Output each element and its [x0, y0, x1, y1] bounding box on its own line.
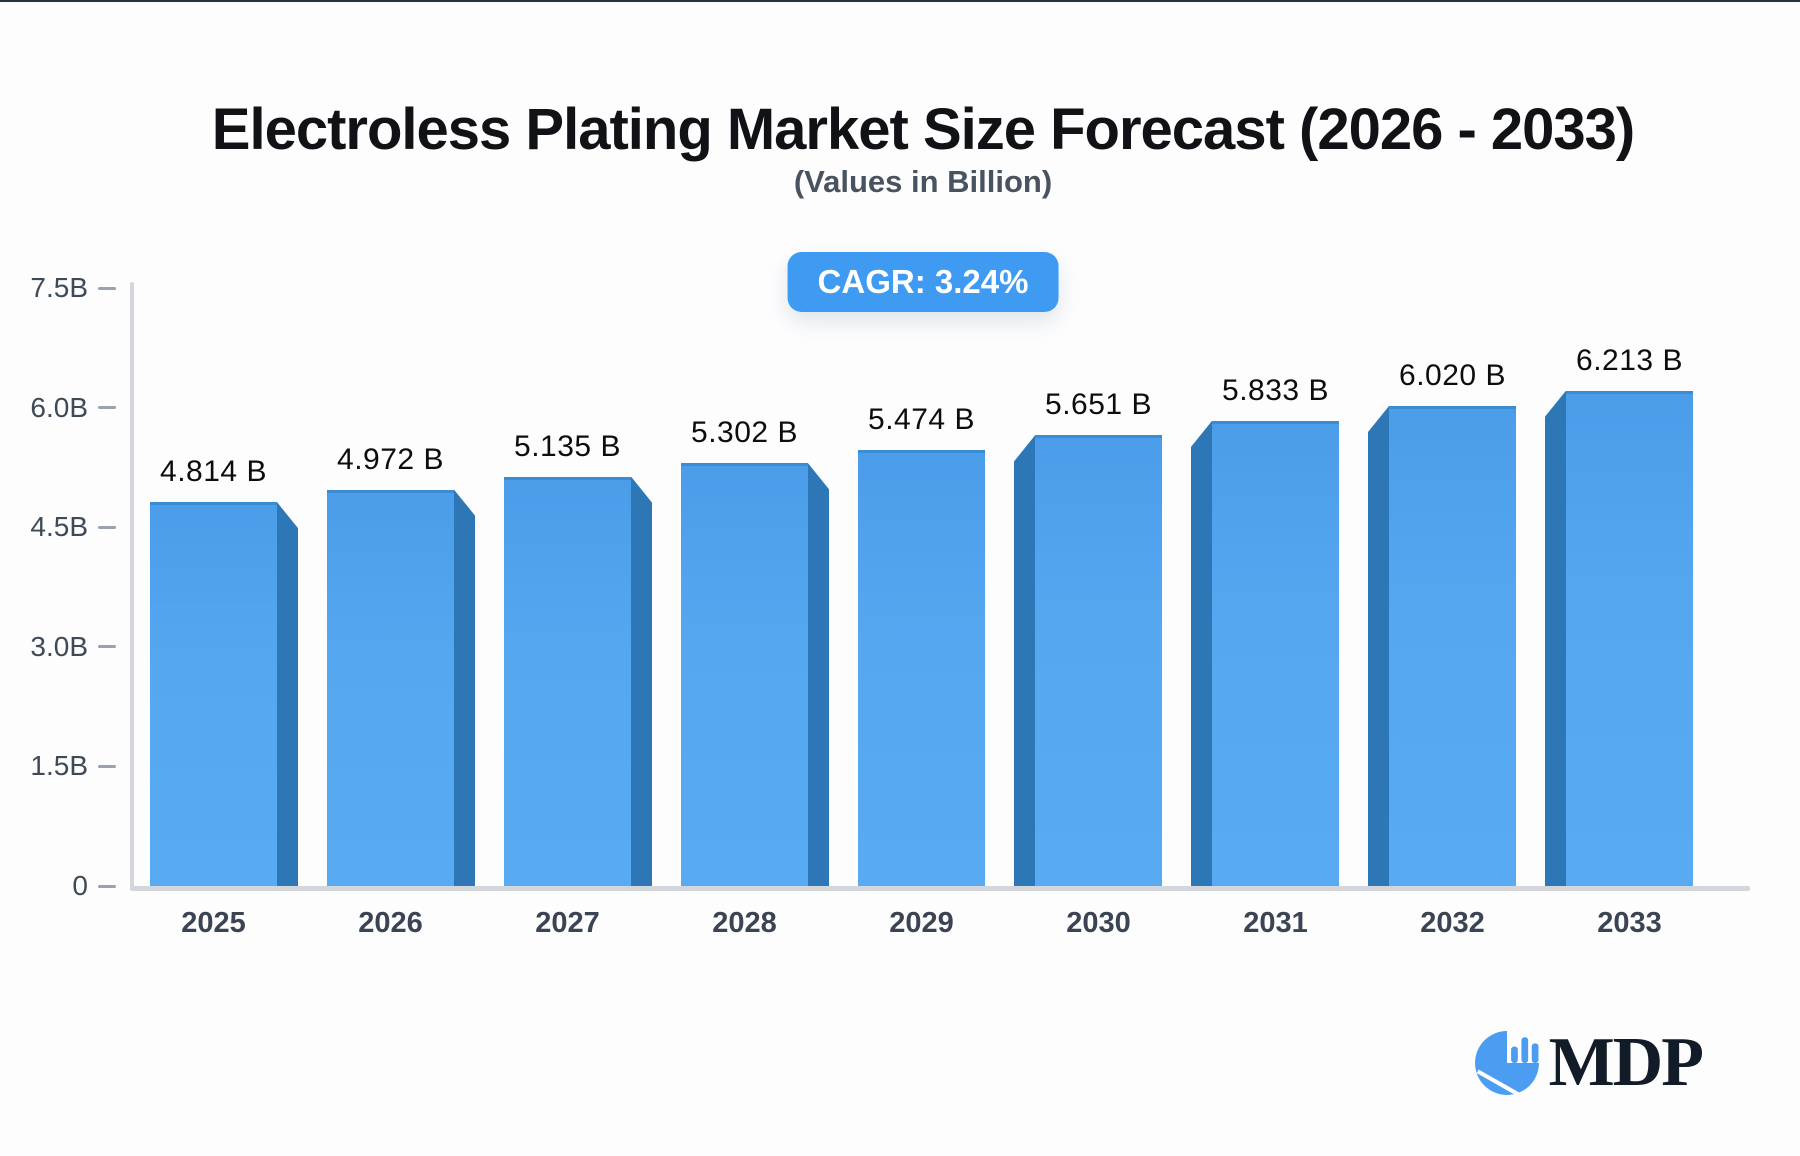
bar-side-face	[277, 502, 298, 886]
bar-side-face	[454, 489, 475, 886]
pie-bar-chart-icon	[1474, 1030, 1540, 1096]
bar-value-label: 5.833 B	[1222, 373, 1329, 407]
y-axis-tick-label: 0	[72, 870, 88, 901]
chart-title: Electroless Plating Market Size Forecast…	[211, 97, 1635, 162]
bar-side-face	[1368, 406, 1389, 886]
bar	[504, 476, 631, 886]
mdp-logo-text: MDP	[1548, 1024, 1704, 1101]
chart-subtitle: (Values in Billion)	[793, 164, 1053, 199]
mdp-logo: MDP	[1474, 1024, 1704, 1101]
bar-value-label: 5.302 B	[691, 416, 798, 450]
y-axis-tick	[98, 286, 116, 290]
x-axis-line	[130, 886, 1750, 891]
y-axis-tick-label: 1.5B	[30, 750, 88, 782]
bar-side-face	[1014, 435, 1035, 886]
bar-value-label: 6.020 B	[1399, 359, 1506, 392]
x-axis-category-label: 2028	[712, 907, 777, 939]
x-axis-category-label: 2029	[889, 907, 954, 939]
bar-value-label: 5.135 B	[514, 429, 621, 463]
bar	[1389, 406, 1516, 886]
bar	[1035, 435, 1162, 886]
bar-value-label: 6.213 B	[1576, 343, 1683, 377]
x-axis-category-label: 2027	[535, 907, 600, 939]
x-axis-category-label: 2033	[1597, 907, 1662, 939]
bar	[858, 449, 985, 886]
y-axis-tick	[98, 406, 116, 410]
bar-side-face	[1191, 420, 1212, 886]
bar	[1212, 420, 1339, 886]
y-axis-tick	[98, 764, 116, 768]
bar	[681, 463, 808, 886]
x-axis-category-label: 2032	[1420, 907, 1485, 939]
bar-value-label: 5.651 B	[1045, 388, 1152, 422]
x-axis-category-label: 2031	[1243, 907, 1308, 939]
bar	[1566, 390, 1693, 886]
y-axis-tick-label: 6.0B	[30, 391, 88, 423]
y-axis-tick-label: 7.5B	[30, 272, 88, 303]
cagr-badge: CAGR: 3.24%	[787, 252, 1059, 312]
y-axis-tick	[98, 525, 116, 529]
x-axis-category-label: 2025	[181, 907, 246, 939]
y-axis-tick	[98, 884, 116, 888]
y-axis-tick-label: 4.5B	[30, 511, 88, 543]
bar	[150, 502, 277, 886]
bar-value-label: 5.474 B	[868, 402, 975, 436]
x-axis-category-label: 2030	[1066, 907, 1131, 939]
y-axis-line	[130, 282, 134, 891]
bar-side-face	[631, 476, 652, 886]
y-axis-tick	[98, 645, 116, 649]
bar-value-label: 4.972 B	[337, 442, 444, 476]
bar-side-face	[808, 463, 829, 886]
bar-value-label: 4.814 B	[160, 455, 267, 489]
bar	[327, 489, 454, 886]
y-axis-tick-label: 3.0B	[30, 630, 88, 662]
x-axis-category-label: 2026	[358, 907, 423, 939]
bar-side-face	[1545, 390, 1566, 886]
